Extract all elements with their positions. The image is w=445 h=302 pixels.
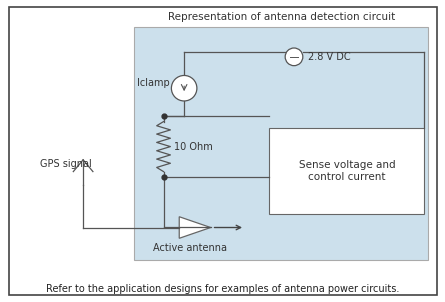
Circle shape	[285, 48, 303, 66]
Text: Sense voltage and
control current: Sense voltage and control current	[299, 160, 395, 182]
Text: Iclamp: Iclamp	[137, 78, 170, 88]
Bar	[270, 128, 425, 214]
Text: Refer to the application designs for examples of antenna power circuits.: Refer to the application designs for exa…	[46, 284, 399, 294]
Polygon shape	[179, 217, 210, 238]
Text: Representation of antenna detection circuit: Representation of antenna detection circ…	[168, 11, 395, 22]
Text: 2.8 V DC: 2.8 V DC	[308, 52, 350, 62]
Text: Active antenna: Active antenna	[153, 243, 227, 253]
Circle shape	[171, 76, 197, 101]
Text: GPS signal: GPS signal	[40, 159, 91, 169]
Bar	[134, 27, 429, 260]
Text: 10 Ohm: 10 Ohm	[174, 142, 213, 152]
